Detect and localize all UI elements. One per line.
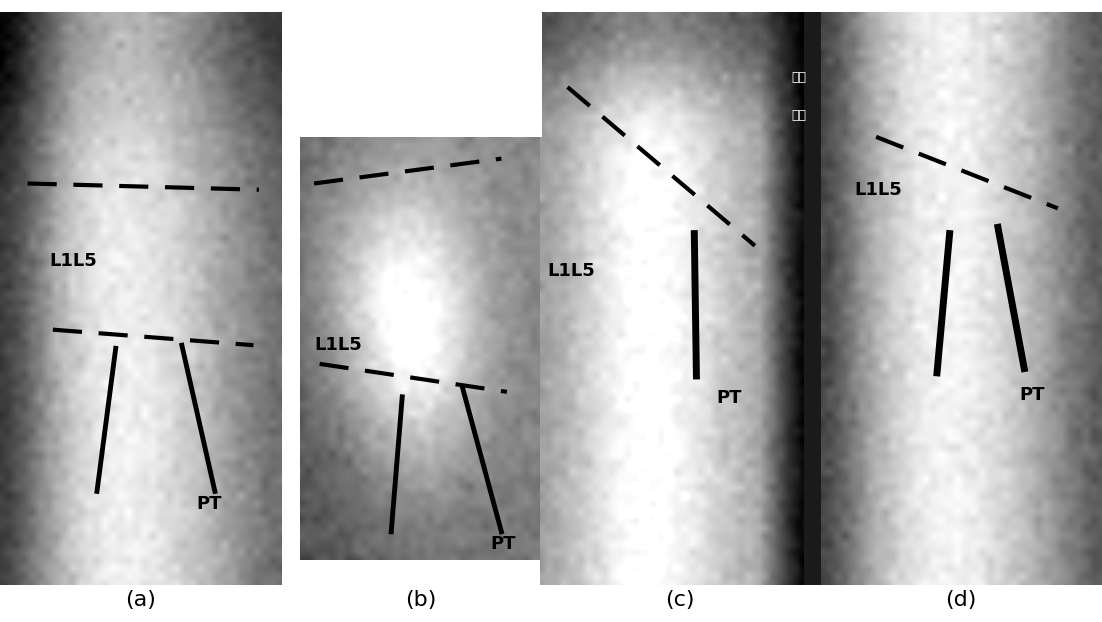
Text: L1L5: L1L5 xyxy=(50,253,97,270)
Text: L1L5: L1L5 xyxy=(314,337,361,354)
Text: (b): (b) xyxy=(406,590,436,610)
Bar xyxy=(804,12,821,585)
Text: (c): (c) xyxy=(666,590,694,610)
Text: 立位: 立位 xyxy=(791,72,807,84)
Text: PT: PT xyxy=(196,495,222,513)
Bar xyxy=(300,0,542,137)
Text: L1L5: L1L5 xyxy=(548,262,595,279)
Text: 前屈: 前屈 xyxy=(791,109,807,121)
Text: (d): (d) xyxy=(946,590,976,610)
Text: PT: PT xyxy=(490,536,516,553)
Bar xyxy=(300,0,542,137)
Text: L1L5: L1L5 xyxy=(854,181,901,198)
Text: PT: PT xyxy=(716,389,742,407)
Text: PT: PT xyxy=(1019,386,1045,404)
Text: (a): (a) xyxy=(126,590,156,610)
